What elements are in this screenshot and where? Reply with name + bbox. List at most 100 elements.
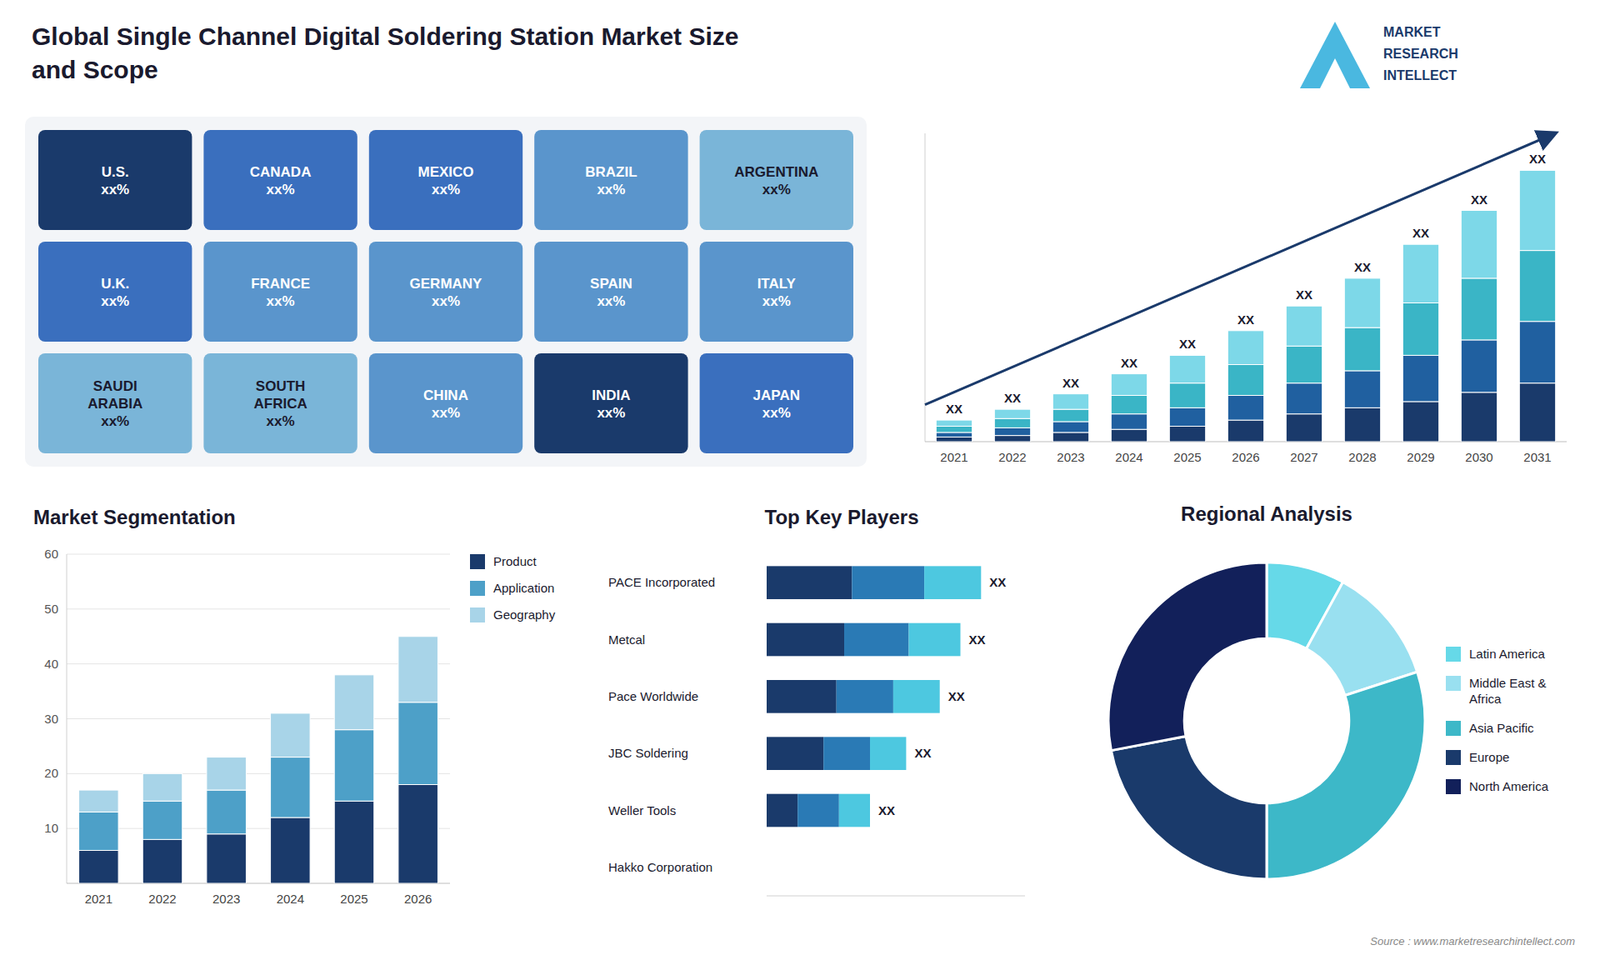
plot-area	[79, 636, 439, 884]
bar-segment	[1344, 327, 1380, 371]
text-line: Asia Pacific	[1469, 720, 1535, 735]
bar-segment	[1110, 414, 1147, 430]
bar-segment	[1052, 409, 1089, 422]
bar-segment	[1402, 244, 1439, 303]
text-line: Europe	[1469, 750, 1510, 765]
bar-segment	[935, 436, 972, 442]
bar-segment	[206, 834, 247, 884]
grid-line	[66, 608, 450, 610]
country-label: SAUDIARABIAxx%	[87, 378, 143, 430]
pie-slice	[1108, 562, 1267, 751]
text-line: INDIA	[591, 387, 630, 404]
grid-line	[66, 773, 450, 775]
y-axis-line	[925, 133, 926, 442]
bar-segment	[334, 730, 375, 802]
bar-segment	[924, 565, 981, 600]
bar-segment	[836, 680, 894, 714]
bar-segment	[1402, 355, 1439, 402]
country-label: INDIAxx%	[591, 387, 630, 421]
text-line: SPAIN	[590, 275, 633, 292]
text-line: MEXICO	[417, 164, 474, 180]
bar-segment	[1169, 407, 1205, 426]
bar-segment	[334, 675, 375, 730]
x-axis-line	[66, 883, 450, 885]
bar-segment	[206, 790, 247, 835]
bar-segment	[1285, 345, 1322, 383]
pie-slice	[1266, 671, 1425, 880]
total-label: XX	[948, 689, 965, 704]
chart-title: Top Key Players	[765, 505, 920, 529]
bar-segment	[994, 418, 1030, 428]
country-tile	[203, 130, 357, 230]
bar-segment	[766, 850, 768, 885]
pie-slice	[1110, 736, 1267, 880]
legend-label: Latin America	[1469, 646, 1546, 661]
logo-text: MARKETRESEARCHINTELLECT	[1383, 25, 1459, 83]
map-background	[25, 116, 867, 467]
country-tile	[369, 241, 523, 342]
text-line: xx%	[596, 181, 625, 198]
y-tick-label: Weller Tools	[608, 803, 676, 818]
page-title: Global Single Channel Digital Soldering …	[31, 22, 739, 84]
x-tick-label: 2021	[85, 891, 113, 906]
bar-segment	[766, 736, 824, 770]
bar-segment	[1460, 340, 1497, 393]
y-tick-label: 60	[44, 546, 59, 561]
bar-segment	[1460, 210, 1497, 279]
country-label: SPAINxx%	[590, 275, 633, 310]
bar-segment	[1402, 303, 1439, 356]
text-line: Africa	[1469, 691, 1502, 706]
x-tick-label: 2025	[1173, 450, 1201, 465]
country-tile	[369, 353, 523, 454]
y-tick-label: 30	[44, 711, 59, 726]
bar-segment	[893, 680, 940, 714]
text-line: AFRICA	[253, 395, 307, 412]
country-label: U.K.xx%	[100, 275, 130, 310]
bar-segment	[1519, 170, 1555, 250]
bar-segment	[1169, 426, 1205, 443]
bar-segment	[270, 713, 311, 758]
text-line: North America	[1469, 779, 1550, 794]
legend-label: Product	[493, 554, 538, 569]
text-line: U.S.	[101, 164, 130, 180]
bar-segment	[1460, 278, 1497, 340]
legend-label: North America	[1469, 779, 1550, 794]
country-tile	[203, 353, 357, 454]
country-tile	[534, 130, 688, 230]
text-line: CHINA	[423, 387, 469, 404]
country-tile	[700, 241, 854, 342]
text-line: Middle East &	[1469, 675, 1547, 690]
text-line: Market Segmentation	[33, 505, 236, 529]
text-line: ITALY	[757, 275, 797, 292]
country-label: SOUTHAFRICAxx%	[253, 378, 307, 430]
bar-segment	[1110, 429, 1147, 442]
legend-label: Asia Pacific	[1469, 720, 1535, 735]
y-tick-label: PACE Incorporated	[608, 575, 715, 590]
text-line: Global Single Channel Digital Soldering …	[31, 22, 739, 50]
bar-segment	[994, 409, 1030, 419]
x-tick-label: 2022	[148, 891, 176, 906]
logo-mark	[1300, 21, 1370, 89]
country-label: ITALYxx%	[757, 275, 797, 310]
bar-segment	[270, 817, 311, 884]
x-tick-label: 2022	[998, 450, 1026, 465]
text-line: Latin America	[1469, 646, 1546, 661]
text-line: CANADA	[250, 164, 312, 180]
bar-segment	[935, 420, 972, 426]
x-tick-label: 2026	[404, 891, 432, 906]
plot-area	[766, 565, 981, 827]
y-tick-label: Pace Worldwide	[608, 689, 699, 704]
text-line: Regional Analysis	[1180, 502, 1353, 525]
bar-segment	[1344, 278, 1380, 328]
text-line: xx%	[431, 405, 460, 421]
text-line: xx%	[100, 413, 130, 430]
bar-segment	[1519, 321, 1555, 384]
bar-segment	[844, 623, 910, 657]
x-tick-label: 2024	[1115, 450, 1143, 465]
bar-segment	[1227, 365, 1264, 396]
text-line: INTELLECT	[1383, 68, 1457, 83]
country-tile	[700, 130, 854, 230]
bar-segment	[79, 790, 120, 812]
country-label: ARGENTINAxx%	[734, 164, 819, 198]
bar-segment	[1344, 370, 1380, 408]
